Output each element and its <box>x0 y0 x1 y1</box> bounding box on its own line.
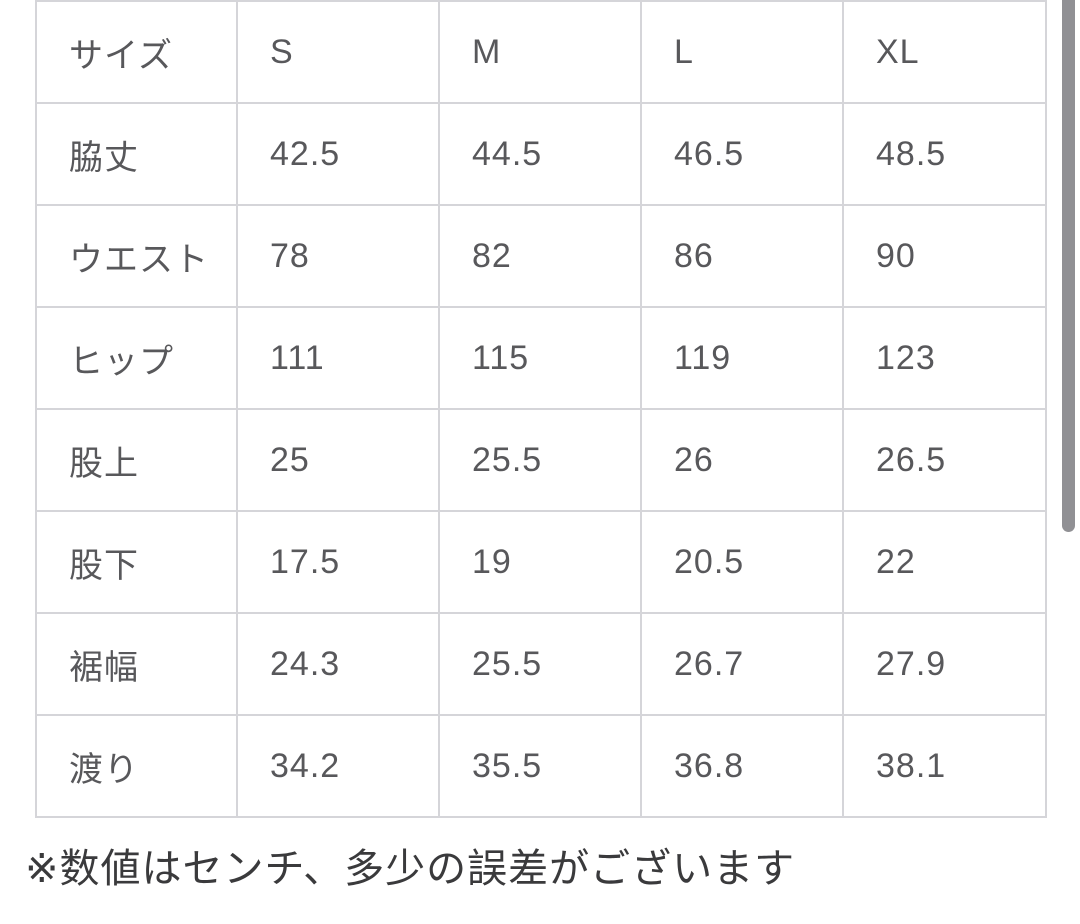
header-cell-l: L <box>640 0 844 104</box>
cell-value: 119 <box>640 306 844 410</box>
row-label: 渡り <box>35 714 238 818</box>
cell-value: 26 <box>640 408 844 512</box>
table-row: 股上 25 25.5 26 26.5 <box>35 408 1047 512</box>
header-cell-s: S <box>236 0 440 104</box>
cell-value: 35.5 <box>438 714 642 818</box>
cell-value: 115 <box>438 306 642 410</box>
cell-value: 111 <box>236 306 440 410</box>
cell-value: 27.9 <box>842 612 1047 716</box>
cell-value: 19 <box>438 510 642 614</box>
table-row: ウエスト 78 82 86 90 <box>35 204 1047 308</box>
cell-value: 25 <box>236 408 440 512</box>
row-label: 股下 <box>35 510 238 614</box>
cell-value: 24.3 <box>236 612 440 716</box>
cell-value: 86 <box>640 204 844 308</box>
cell-value: 82 <box>438 204 642 308</box>
row-label: 股上 <box>35 408 238 512</box>
cell-value: 22 <box>842 510 1047 614</box>
row-label: 脇丈 <box>35 102 238 206</box>
cell-value: 78 <box>236 204 440 308</box>
cell-value: 20.5 <box>640 510 844 614</box>
cell-value: 34.2 <box>236 714 440 818</box>
table-row: 脇丈 42.5 44.5 46.5 48.5 <box>35 102 1047 206</box>
table-row: 裾幅 24.3 25.5 26.7 27.9 <box>35 612 1047 716</box>
cell-value: 25.5 <box>438 408 642 512</box>
table-row: 股下 17.5 19 20.5 22 <box>35 510 1047 614</box>
table-header-row: サイズ S M L XL <box>35 0 1047 104</box>
header-cell-xl: XL <box>842 0 1047 104</box>
cell-value: 38.1 <box>842 714 1047 818</box>
row-label: 裾幅 <box>35 612 238 716</box>
size-chart-table: サイズ S M L XL 脇丈 42.5 44.5 46.5 48.5 ウエスト… <box>35 0 1047 818</box>
cell-value: 90 <box>842 204 1047 308</box>
cell-value: 42.5 <box>236 102 440 206</box>
header-cell-m: M <box>438 0 642 104</box>
cell-value: 123 <box>842 306 1047 410</box>
header-cell-size: サイズ <box>35 0 238 104</box>
cell-value: 36.8 <box>640 714 844 818</box>
cell-value: 44.5 <box>438 102 642 206</box>
cell-value: 26.5 <box>842 408 1047 512</box>
vertical-scrollbar-thumb[interactable] <box>1062 0 1075 532</box>
cell-value: 46.5 <box>640 102 844 206</box>
row-label: ヒップ <box>35 306 238 410</box>
row-label: ウエスト <box>35 204 238 308</box>
measurement-footnote: ※数値はセンチ、多少の誤差がございます <box>25 847 796 891</box>
cell-value: 48.5 <box>842 102 1047 206</box>
cell-value: 26.7 <box>640 612 844 716</box>
table-row: ヒップ 111 115 119 123 <box>35 306 1047 410</box>
cell-value: 25.5 <box>438 612 642 716</box>
table-row: 渡り 34.2 35.5 36.8 38.1 <box>35 714 1047 818</box>
cell-value: 17.5 <box>236 510 440 614</box>
